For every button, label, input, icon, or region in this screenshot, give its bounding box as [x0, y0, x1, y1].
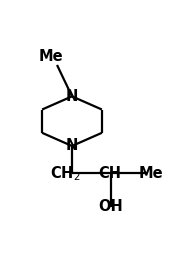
Text: N: N [66, 89, 78, 104]
Text: CH$_2$: CH$_2$ [50, 164, 80, 183]
Text: N: N [66, 139, 78, 154]
Text: Me: Me [138, 166, 163, 181]
Text: OH: OH [98, 199, 123, 214]
Text: Me: Me [39, 49, 63, 64]
Text: CH: CH [99, 166, 122, 181]
